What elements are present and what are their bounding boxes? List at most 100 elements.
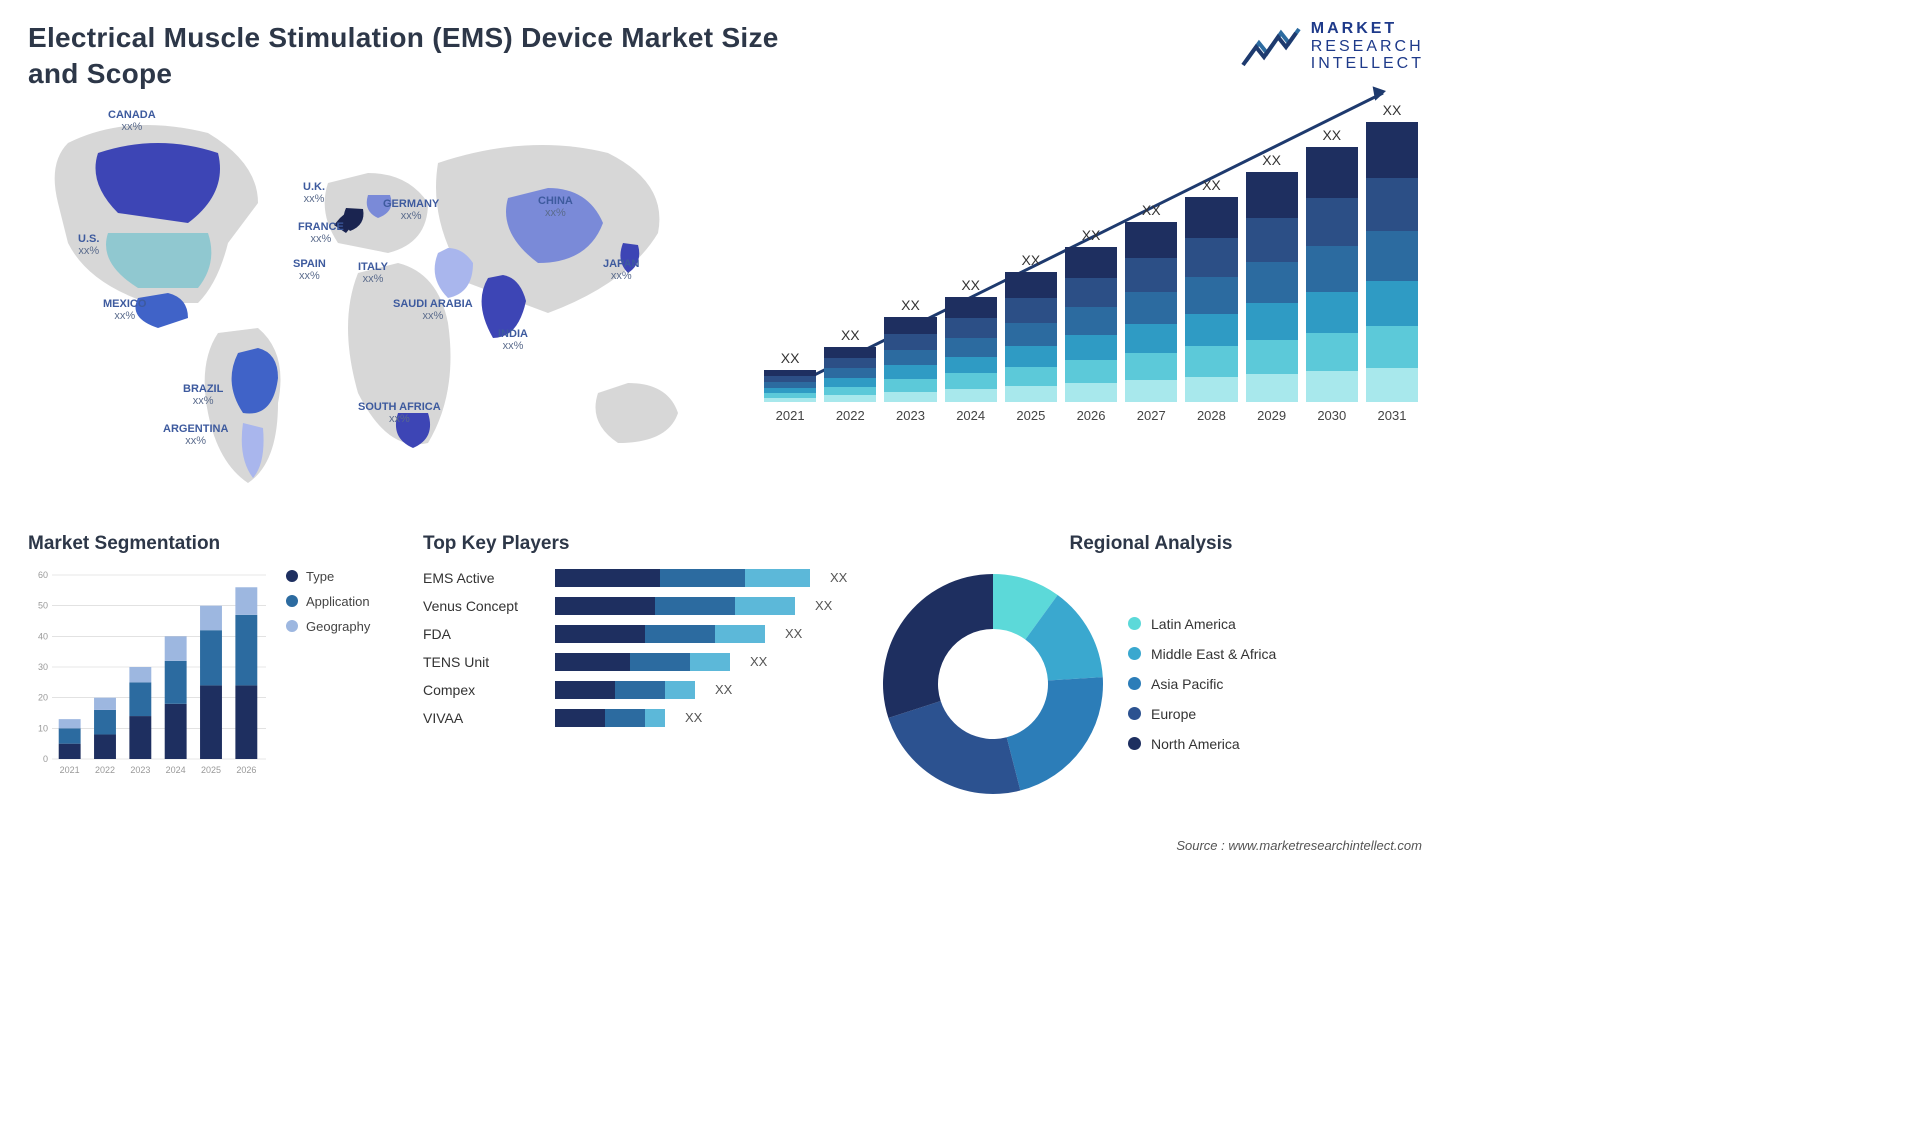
growth-bar-value: XX bbox=[1383, 102, 1402, 118]
regional-donut-chart bbox=[878, 569, 1108, 799]
growth-bar-year: 2028 bbox=[1197, 408, 1226, 423]
key-players-title: Top Key Players bbox=[423, 533, 853, 555]
segmentation-legend: Type Application Geography bbox=[286, 569, 370, 644]
logo-line-2: RESEARCH bbox=[1311, 38, 1424, 56]
growth-bar-value: XX bbox=[1082, 227, 1101, 243]
country-label: CANADAxx% bbox=[108, 109, 156, 133]
growth-bar-value: XX bbox=[961, 277, 980, 293]
regional-title: Regional Analysis bbox=[878, 533, 1424, 555]
growth-bar: XX2030 bbox=[1306, 127, 1358, 423]
growth-bar: XX 2028 bbox=[1185, 177, 1237, 423]
svg-text:2023: 2023 bbox=[130, 765, 150, 775]
segmentation-chart: 0102030405060202120222023202420252026 bbox=[28, 569, 268, 779]
logo-line-1: MARKET bbox=[1311, 20, 1424, 38]
segmentation-legend-item: Application bbox=[286, 594, 370, 609]
svg-text:10: 10 bbox=[38, 723, 48, 733]
growth-bar-year: 2026 bbox=[1077, 408, 1106, 423]
logo-line-3: INTELLECT bbox=[1311, 55, 1424, 73]
donut-slice bbox=[883, 574, 993, 718]
player-row: VIVAAXX bbox=[423, 709, 853, 727]
segmentation-title: Market Segmentation bbox=[28, 533, 398, 555]
growth-bar: XX 2026 bbox=[1065, 227, 1117, 423]
player-bar bbox=[555, 709, 665, 727]
country-label: FRANCExx% bbox=[298, 221, 344, 245]
player-bar bbox=[555, 653, 730, 671]
svg-text:20: 20 bbox=[38, 692, 48, 702]
growth-bar-value: XX bbox=[1142, 202, 1161, 218]
growth-bar-year: 2023 bbox=[896, 408, 925, 423]
player-name: Compex bbox=[423, 682, 543, 698]
growth-bar: XX 2022 bbox=[824, 327, 876, 423]
regional-legend-item: Asia Pacific bbox=[1128, 676, 1276, 692]
growth-bar: XX 2029 bbox=[1246, 152, 1298, 423]
svg-text:2026: 2026 bbox=[236, 765, 256, 775]
player-row: Compex XX bbox=[423, 681, 853, 699]
country-label: CHINAxx% bbox=[538, 195, 573, 219]
svg-text:2022: 2022 bbox=[95, 765, 115, 775]
country-label: SAUDI ARABIAxx% bbox=[393, 298, 473, 322]
logo-mark-icon bbox=[1241, 21, 1301, 71]
growth-bar-year: 2030 bbox=[1317, 408, 1346, 423]
player-bar bbox=[555, 569, 810, 587]
player-value: XX bbox=[715, 682, 732, 697]
world-map: CANADAxx%U.S.xx%MEXICOxx%BRAZILxx%ARGENT… bbox=[28, 103, 728, 503]
growth-bar-value: XX bbox=[1022, 252, 1041, 268]
player-value: XX bbox=[785, 626, 802, 641]
player-name: EMS Active bbox=[423, 570, 543, 586]
segmentation-legend-item: Geography bbox=[286, 619, 370, 634]
donut-slice bbox=[1007, 677, 1103, 790]
growth-bar-year: 2027 bbox=[1137, 408, 1166, 423]
growth-chart: XX2021XX2022XX2023XX2024XX2025XX2026XX20… bbox=[758, 103, 1424, 483]
brand-logo: MARKET RESEARCH INTELLECT bbox=[1241, 20, 1424, 73]
growth-bar: XX 2023 bbox=[884, 297, 936, 423]
player-name: Venus Concept bbox=[423, 598, 543, 614]
donut-slice bbox=[888, 701, 1020, 794]
svg-text:50: 50 bbox=[38, 600, 48, 610]
player-name: FDA bbox=[423, 626, 543, 642]
segmentation-legend-item: Type bbox=[286, 569, 370, 584]
growth-bar-value: XX bbox=[841, 327, 860, 343]
svg-text:2025: 2025 bbox=[201, 765, 221, 775]
player-row: TENS Unit XX bbox=[423, 653, 853, 671]
regional-section: Regional Analysis Latin AmericaMiddle Ea… bbox=[878, 533, 1424, 799]
segmentation-section: Market Segmentation 0 10 20 30 40 50 60 2021 202… bbox=[28, 533, 398, 799]
growth-bar-year: 2025 bbox=[1016, 408, 1045, 423]
key-players-section: Top Key Players EMS ActiveXXVenus Concep… bbox=[423, 533, 853, 799]
growth-bar-year: 2021 bbox=[776, 408, 805, 423]
player-value: XX bbox=[750, 654, 767, 669]
regional-legend: Latin AmericaMiddle East & AfricaAsia Pa… bbox=[1128, 616, 1276, 752]
player-name: TENS Unit bbox=[423, 654, 543, 670]
svg-text:60: 60 bbox=[38, 570, 48, 580]
svg-text:40: 40 bbox=[38, 631, 48, 641]
player-value: XX bbox=[830, 570, 847, 585]
svg-text:30: 30 bbox=[38, 662, 48, 672]
growth-bar-value: XX bbox=[1262, 152, 1281, 168]
player-value: XX bbox=[815, 598, 832, 613]
player-row: Venus Concept XX bbox=[423, 597, 853, 615]
growth-bar-year: 2029 bbox=[1257, 408, 1286, 423]
growth-bar-value: XX bbox=[1202, 177, 1221, 193]
regional-legend-item: North America bbox=[1128, 736, 1276, 752]
growth-bar-value: XX bbox=[781, 350, 800, 366]
player-bar bbox=[555, 681, 695, 699]
player-bar bbox=[555, 625, 765, 643]
regional-legend-item: Middle East & Africa bbox=[1128, 646, 1276, 662]
country-label: MEXICOxx% bbox=[103, 298, 146, 322]
country-label: JAPANxx% bbox=[603, 258, 639, 282]
country-label: SPAINxx% bbox=[293, 258, 326, 282]
country-label: SOUTH AFRICAxx% bbox=[358, 401, 441, 425]
growth-bar: XX 2025 bbox=[1005, 252, 1057, 423]
growth-bar: XX2024 bbox=[945, 277, 997, 423]
country-label: ITALYxx% bbox=[358, 261, 388, 285]
svg-text:2021: 2021 bbox=[60, 765, 80, 775]
growth-bar: XX 2027 bbox=[1125, 202, 1177, 423]
growth-bar-value: XX bbox=[901, 297, 920, 313]
svg-text:0: 0 bbox=[43, 754, 48, 764]
player-row: FDA XX bbox=[423, 625, 853, 643]
country-label: U.S.xx% bbox=[78, 233, 99, 257]
growth-bar-year: 2022 bbox=[836, 408, 865, 423]
growth-bar-year: 2031 bbox=[1378, 408, 1407, 423]
country-label: BRAZILxx% bbox=[183, 383, 223, 407]
country-label: GERMANYxx% bbox=[383, 198, 439, 222]
growth-bar: XX 2031 bbox=[1366, 102, 1418, 423]
